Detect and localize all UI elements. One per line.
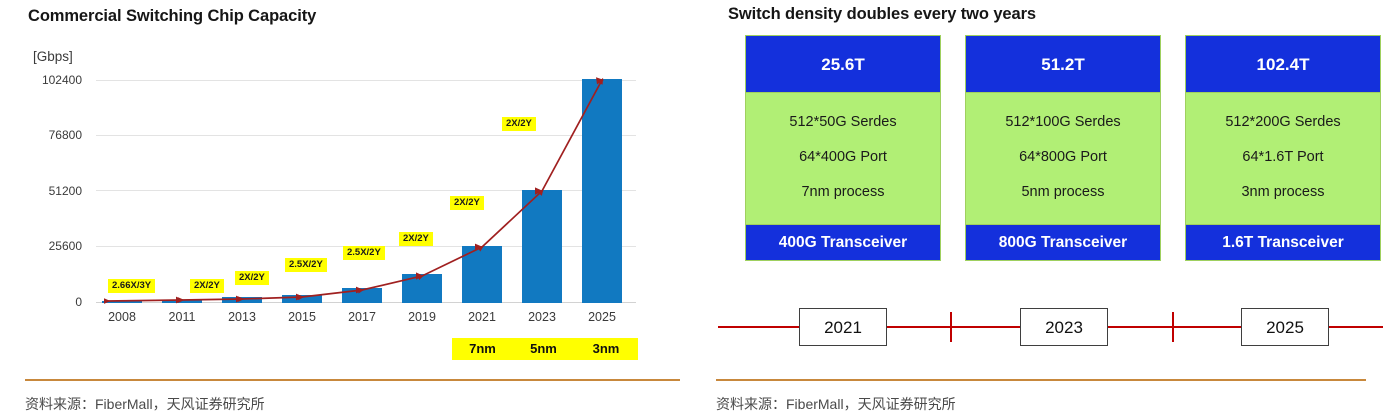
- card-process-label: 3nm process: [1241, 184, 1325, 200]
- bar-2013: [222, 297, 262, 303]
- card-port-label: 64*1.6T Port: [1242, 149, 1324, 165]
- process-tag-5nm: 5nm: [513, 338, 574, 360]
- growth-label-2021-2023: 2X/2Y: [450, 196, 484, 210]
- bar-2015: [282, 295, 322, 303]
- card-transceiver-label: 400G Transceiver: [745, 225, 941, 261]
- card-process-label: 5nm process: [1021, 184, 1105, 200]
- bar-2008: [102, 301, 142, 303]
- process-tag-7nm: 7nm: [452, 338, 513, 360]
- bar-2025: [582, 79, 622, 303]
- growth-label-2015-2017: 2.5X/2Y: [285, 258, 327, 272]
- source-note-left: 资料来源：FiberMall，天风证券研究所: [25, 396, 265, 412]
- timeline-tick: [1172, 312, 1174, 342]
- card-capacity-label: 25.6T: [745, 35, 941, 93]
- card-process-label: 7nm process: [801, 184, 885, 200]
- y-tick-label: 25600: [48, 239, 82, 253]
- card-serdes-label: 512*200G Serdes: [1225, 114, 1341, 130]
- y-tick-label: 76800: [48, 128, 82, 142]
- capacity-card-51-2t: 51.2T 512*100G Serdes 64*800G Port 5nm p…: [965, 35, 1161, 261]
- left-panel: Commercial Switching Chip Capacity [Gbps…: [0, 0, 700, 412]
- process-tag-3nm: 3nm: [574, 338, 638, 360]
- page-title-left: Commercial Switching Chip Capacity: [28, 7, 317, 25]
- card-transceiver-label: 800G Transceiver: [965, 225, 1161, 261]
- y-tick-label: 0: [75, 295, 82, 309]
- y-axis-unit-label: [Gbps]: [33, 49, 73, 64]
- capacity-card-25-6t: 25.6T 512*50G Serdes 64*400G Port 7nm pr…: [745, 35, 941, 261]
- card-serdes-label: 512*100G Serdes: [1005, 114, 1121, 130]
- y-tick-label: 102400: [41, 73, 82, 87]
- right-panel: Switch density doubles every two years 2…: [700, 0, 1383, 418]
- footer-rule-left: [25, 379, 680, 381]
- timeline-tick: [950, 312, 952, 342]
- x-tick-label: 2013: [228, 310, 256, 324]
- y-tick-label: 51200: [48, 184, 82, 198]
- x-tick-label: 2008: [108, 310, 136, 324]
- x-tick-label: 2019: [408, 310, 436, 324]
- card-specs: 512*200G Serdes 64*1.6T Port 3nm process: [1185, 93, 1381, 225]
- card-capacity-label: 102.4T: [1185, 35, 1381, 93]
- card-port-label: 64*800G Port: [1019, 149, 1107, 165]
- card-capacity-label: 51.2T: [965, 35, 1161, 93]
- growth-label-2011-2013: 2X/2Y: [190, 279, 224, 293]
- card-port-label: 64*400G Port: [799, 149, 887, 165]
- bar-2021: [462, 246, 502, 303]
- plot-area: [96, 78, 636, 303]
- capacity-bar-chart: [Gbps] 102400 76800 51200 25600 0: [0, 0, 700, 375]
- growth-label-2019-2021: 2X/2Y: [399, 232, 433, 246]
- x-tick-label: 2015: [288, 310, 316, 324]
- x-tick-label: 2023: [528, 310, 556, 324]
- card-serdes-label: 512*50G Serdes: [789, 114, 897, 130]
- growth-label-2023-2025: 2X/2Y: [502, 117, 536, 131]
- bar-2017: [342, 288, 382, 303]
- bar-2011: [162, 300, 202, 303]
- x-tick-label: 2021: [468, 310, 496, 324]
- card-transceiver-label: 1.6T Transceiver: [1185, 225, 1381, 261]
- source-note-right: 资料来源：FiberMall，天风证券研究所: [716, 396, 956, 412]
- timeline-year-2021: 2021: [799, 308, 887, 346]
- card-specs: 512*50G Serdes 64*400G Port 7nm process: [745, 93, 941, 225]
- growth-label-2013-2015: 2X/2Y: [235, 271, 269, 285]
- bar-2019: [402, 274, 442, 303]
- footer-rule-right: [716, 379, 1366, 381]
- growth-label-2008-2011: 2.66X/3Y: [108, 279, 156, 293]
- x-tick-label: 2025: [588, 310, 616, 324]
- x-tick-label: 2017: [348, 310, 376, 324]
- growth-label-2017-2019: 2.5X/2Y: [343, 246, 385, 260]
- card-specs: 512*100G Serdes 64*800G Port 5nm process: [965, 93, 1161, 225]
- page-title-right: Switch density doubles every two years: [728, 5, 1036, 23]
- x-tick-label: 2011: [168, 310, 196, 324]
- timeline-year-2025: 2025: [1241, 308, 1329, 346]
- timeline-year-2023: 2023: [1020, 308, 1108, 346]
- bar-2023: [522, 190, 562, 303]
- capacity-card-102-4t: 102.4T 512*200G Serdes 64*1.6T Port 3nm …: [1185, 35, 1381, 261]
